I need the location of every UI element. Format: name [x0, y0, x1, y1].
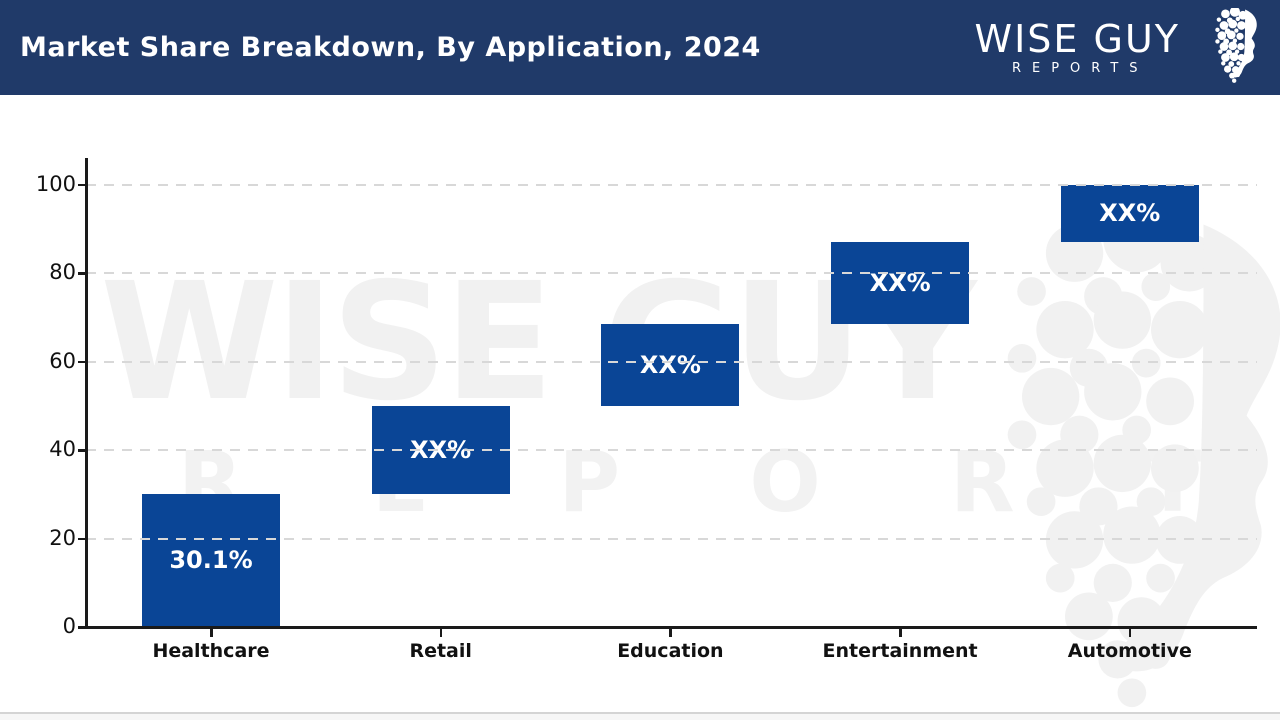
gridline-100 — [86, 183, 1257, 186]
category-label-entertainment: Entertainment — [822, 640, 978, 662]
gridline-20 — [86, 537, 1257, 540]
category-label-healthcare: Healthcare — [152, 640, 270, 662]
watermark-dotted-head-logo — [1007, 215, 1280, 708]
y-tick-label: 60 — [49, 348, 76, 373]
y-tick-40 — [78, 449, 86, 452]
x-tick-education — [669, 629, 672, 637]
gridline-40 — [86, 449, 1257, 451]
y-tick-60 — [78, 360, 86, 363]
y-tick-80 — [78, 272, 86, 275]
y-tick-100 — [78, 183, 86, 186]
gridline-60 — [86, 360, 1257, 363]
y-tick-label: 20 — [49, 525, 76, 550]
bar-education[interactable]: XX% — [601, 323, 740, 406]
x-axis-line — [85, 626, 1257, 629]
bottom-border-line — [0, 712, 1280, 714]
bottom-margin-strip — [0, 714, 1280, 720]
header-bar: Market Share Breakdown, By Application, … — [0, 0, 1280, 95]
gridline-80 — [86, 272, 1257, 274]
bar-automotive[interactable]: XX% — [1060, 184, 1199, 243]
y-tick-label: 40 — [49, 437, 76, 461]
y-axis-line — [85, 158, 88, 628]
bar-entertainment[interactable]: XX% — [831, 242, 970, 324]
x-tick-retail — [439, 629, 443, 637]
y-tick-label: 80 — [49, 260, 76, 284]
logo-wiseguy-label: WISE GUY — [974, 17, 1180, 61]
y-tick-0 — [78, 626, 86, 629]
watermark-wiseguy-text: WISE GUY — [100, 249, 977, 437]
y-tick-label: 0 — [62, 614, 76, 638]
x-tick-automotive — [1128, 629, 1132, 637]
bar-value-label: XX% — [639, 350, 701, 379]
x-tick-healthcare — [210, 629, 213, 637]
x-tick-entertainment — [899, 629, 902, 637]
category-label-retail: Retail — [409, 640, 472, 662]
bar-value-label: 30.1% — [169, 546, 253, 575]
category-label-automotive: Automotive — [1067, 640, 1192, 662]
y-tick-20 — [78, 537, 86, 540]
logo-reports-label: REPORTS — [1011, 61, 1149, 76]
bar-value-label: XX% — [1099, 199, 1161, 228]
category-label-education: Education — [617, 640, 724, 662]
page-title: Market Share Breakdown, By Application, … — [20, 32, 761, 63]
y-tick-label: 100 — [35, 171, 76, 196]
logo-dotted-head-icon — [1215, 8, 1257, 83]
wise-guy-reports-logo: WISE GUY REPORTS — [975, 8, 1266, 88]
bar-healthcare[interactable]: 30.1% — [142, 493, 280, 627]
